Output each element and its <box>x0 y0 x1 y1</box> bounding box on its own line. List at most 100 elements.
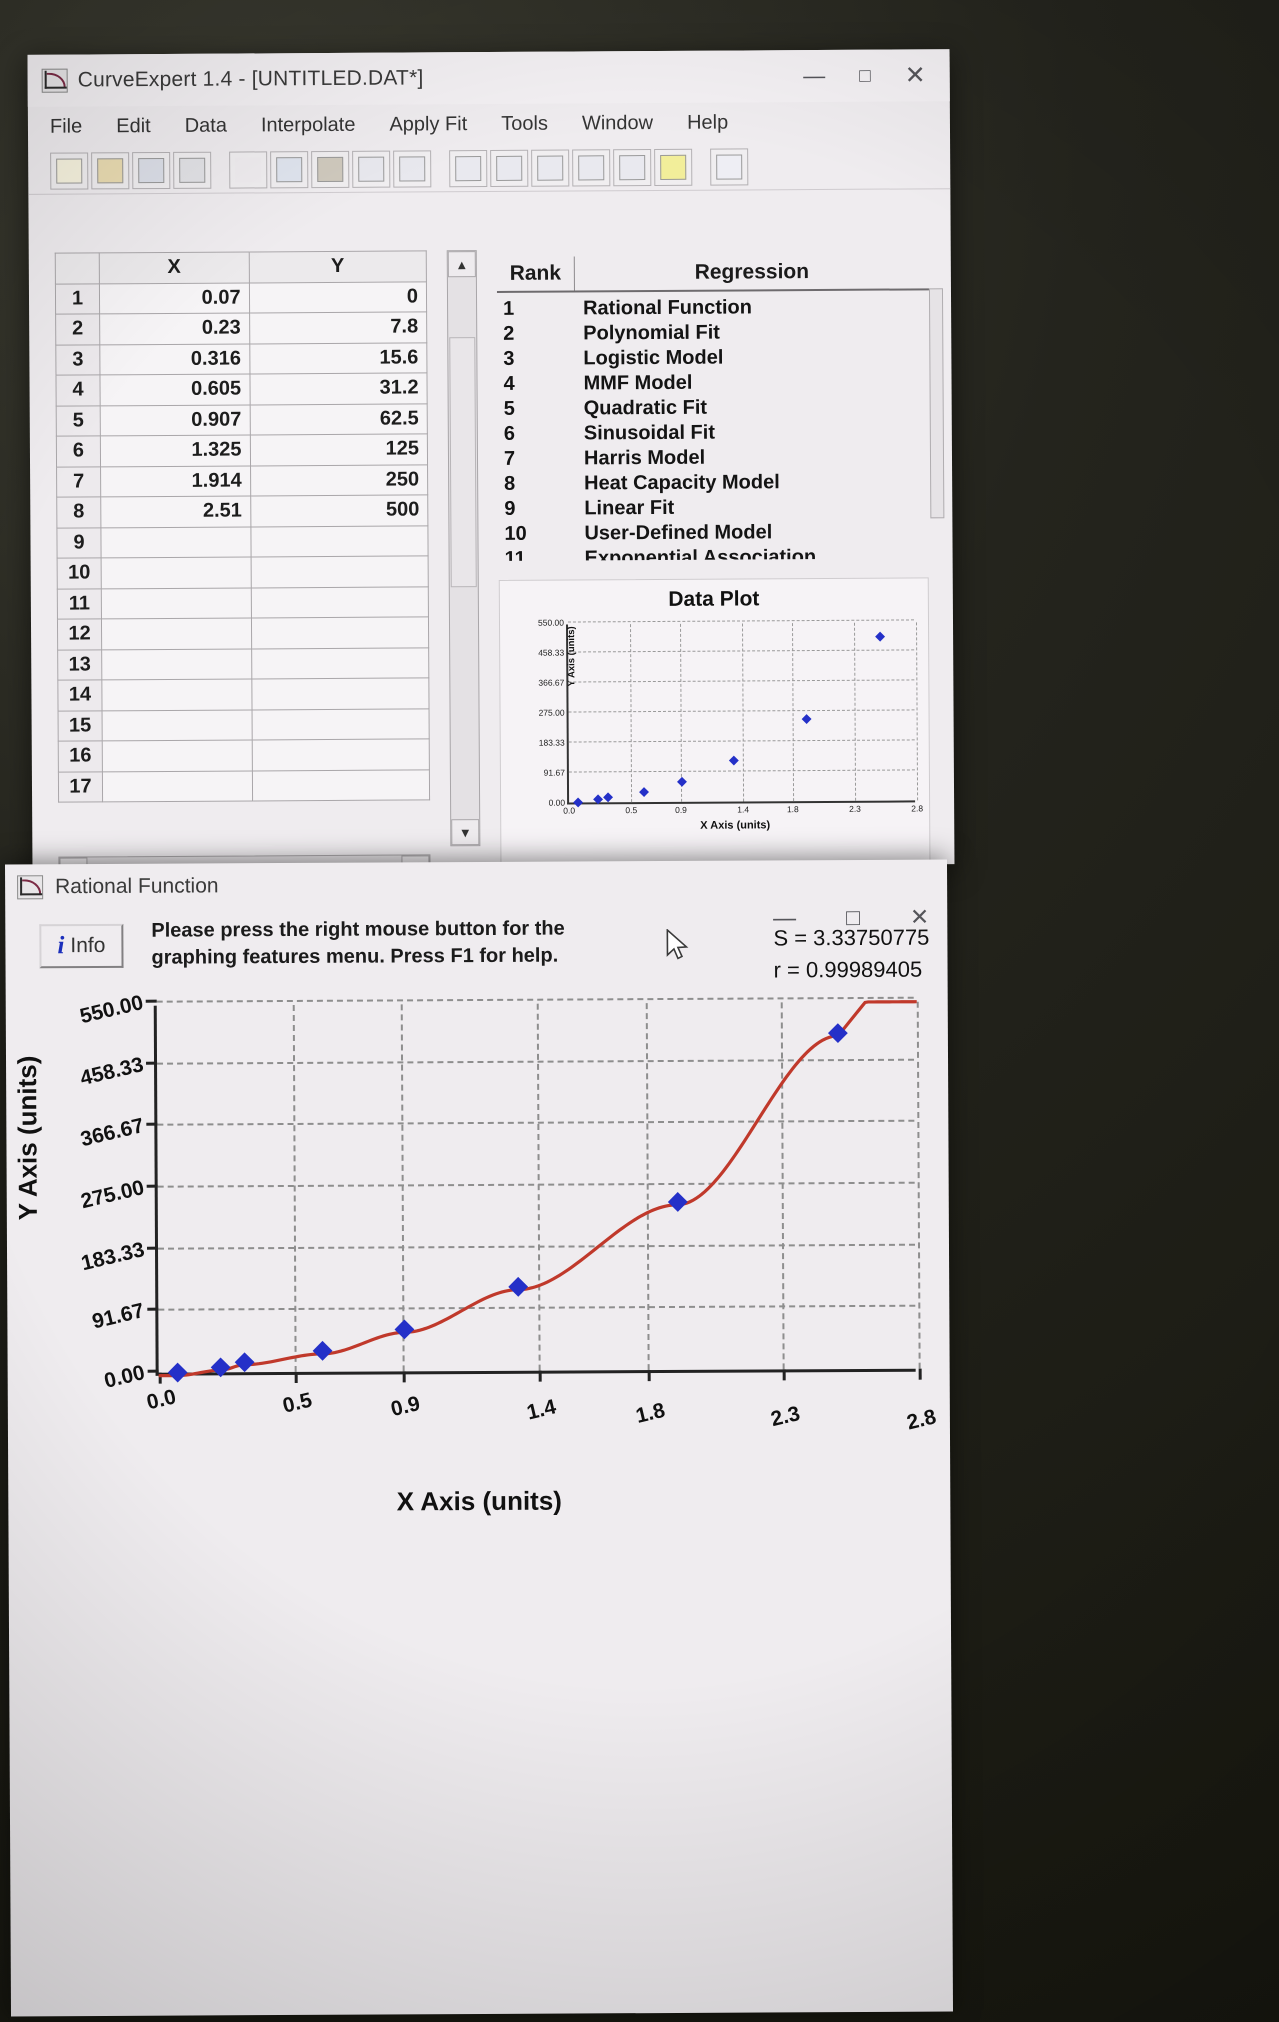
table-row[interactable]: 7 1.914 250 <box>56 464 428 498</box>
rank-list[interactable]: 1 Rational Function 2 Polynomial Fit 3 Logist… <box>497 290 931 561</box>
cell-y[interactable] <box>250 586 429 618</box>
table-row[interactable]: 13 <box>57 647 429 681</box>
cell-y[interactable]: 500 <box>250 494 428 527</box>
cell-y[interactable]: 250 <box>250 464 428 496</box>
table-row[interactable]: 2 0.23 7.8 <box>55 311 427 345</box>
table-row[interactable]: 15 <box>58 708 430 742</box>
cell-x[interactable] <box>101 587 252 619</box>
cell-x[interactable]: 1.325 <box>100 434 251 467</box>
chart-plot-area[interactable]: 0.00 91.67 183.33 275.00 366.67 458.33 550.00 0… <box>77 991 938 1434</box>
rank-list-item[interactable]: 1 Rational Function <box>497 294 929 322</box>
cell-y[interactable]: 0 <box>248 281 427 313</box>
cell-x[interactable] <box>102 770 253 802</box>
menu-item-edit[interactable]: Edit <box>116 114 151 137</box>
rank-list-item[interactable]: 10 User-Defined Model <box>498 519 930 547</box>
close-button[interactable]: ✕ <box>904 60 926 89</box>
cell-x[interactable] <box>101 556 251 589</box>
save-disk-icon[interactable] <box>132 151 171 190</box>
paste-clipboard-icon[interactable] <box>311 150 350 189</box>
menu-item-file[interactable]: File <box>49 114 83 138</box>
rank-list-item[interactable]: 7 Harris Model <box>498 444 930 472</box>
menu-item-help[interactable]: Help <box>687 111 729 134</box>
menu-item-tools[interactable]: Tools <box>501 112 548 135</box>
table-row[interactable]: 1 0.07 0 <box>55 281 427 315</box>
cell-x[interactable] <box>102 739 252 772</box>
cell-x[interactable]: 0.605 <box>99 373 250 406</box>
auto-fit-bolt-icon[interactable] <box>654 148 693 186</box>
scroll-up-icon[interactable]: ▲ <box>447 251 476 278</box>
cell-y[interactable] <box>251 616 429 649</box>
cell-x[interactable]: 1.914 <box>100 465 251 497</box>
menu-item-apply-fit[interactable]: Apply Fit <box>389 112 468 136</box>
table-row[interactable]: 16 <box>58 738 430 772</box>
data-plot-panel[interactable]: Data Plot Y Axis (units) 0.00 91.67 183.33… <box>498 577 931 870</box>
cell-y[interactable]: 7.8 <box>249 311 427 344</box>
open-folder-icon[interactable] <box>91 152 130 190</box>
table-row[interactable]: 17 <box>58 769 430 803</box>
rank-list-item[interactable]: 9 Linear Fit <box>498 494 930 522</box>
cell-y[interactable] <box>251 677 430 710</box>
rank-scrollbar[interactable] <box>928 288 945 519</box>
function-fx-icon[interactable] <box>531 149 570 187</box>
rank-list-item[interactable]: 8 Heat Capacity Model <box>498 469 930 497</box>
scroll-down-icon[interactable]: ▼ <box>451 819 480 846</box>
table-row[interactable]: 8 2.51 500 <box>56 494 428 528</box>
table-row[interactable]: 11 <box>57 586 429 620</box>
cell-y[interactable]: 15.6 <box>249 342 427 374</box>
undo-icon[interactable] <box>352 150 391 188</box>
cell-y[interactable] <box>251 708 430 740</box>
cell-x[interactable]: 0.23 <box>99 312 250 345</box>
redo-icon[interactable] <box>393 150 432 188</box>
table-row[interactable]: 9 <box>56 525 429 559</box>
cell-x[interactable]: 0.07 <box>99 282 250 314</box>
cut-scissors-icon[interactable] <box>229 151 268 189</box>
cell-y[interactable]: 125 <box>249 433 428 466</box>
data-grid-icon[interactable] <box>572 149 611 187</box>
new-document-icon[interactable] <box>50 152 89 190</box>
rank-list-item[interactable]: 11 Exponential Association <box>499 544 931 561</box>
rank-list-item[interactable]: 6 Sinusoidal Fit <box>498 419 930 447</box>
cell-x[interactable] <box>101 617 252 650</box>
cell-y[interactable] <box>250 525 429 557</box>
cell-y[interactable] <box>251 738 430 771</box>
cell-x[interactable] <box>101 709 252 741</box>
column-header-y[interactable]: Y <box>248 250 427 283</box>
cell-y[interactable]: 31.2 <box>249 372 428 405</box>
curve-fit-icon[interactable] <box>490 149 529 187</box>
cell-x[interactable]: 2.51 <box>100 495 251 528</box>
scroll-thumb[interactable] <box>449 337 477 588</box>
table-row[interactable]: 4 0.605 31.2 <box>55 372 428 406</box>
cell-x[interactable] <box>101 648 252 680</box>
print-icon[interactable] <box>173 151 212 189</box>
data-table[interactable]: X Y 1 0.07 0 2 0.23 7.8 3 0.316 15.6 4 0.605 31.2 5 0… <box>54 250 431 803</box>
cell-x[interactable]: 0.907 <box>100 404 250 436</box>
minimize-button[interactable]: — <box>803 62 826 89</box>
rank-list-item[interactable]: 3 Logistic Model <box>497 344 929 372</box>
cell-y[interactable] <box>250 555 429 588</box>
table-row[interactable]: 14 <box>57 677 430 711</box>
help-question-icon[interactable] <box>710 148 749 186</box>
cell-x[interactable] <box>100 526 251 558</box>
table-row[interactable]: 6 1.325 125 <box>56 433 428 467</box>
column-header-x[interactable]: X <box>99 251 249 284</box>
info-button[interactable]: i Info <box>39 923 124 969</box>
grid-vertical-scrollbar[interactable]: ▲ ▼ <box>446 250 481 847</box>
plot-graph-icon[interactable] <box>449 150 488 188</box>
rational-function-chart[interactable]: Y Axis (units) 0.00 91.67 183.33 275.00 366.… <box>6 964 953 2009</box>
menu-item-interpolate[interactable]: Interpolate <box>260 113 356 136</box>
zoom-preview-icon[interactable] <box>613 149 652 187</box>
rank-list-item[interactable]: 2 Polynomial Fit <box>497 319 929 347</box>
rank-list-item[interactable]: 4 MMF Model <box>497 369 929 397</box>
cell-y[interactable] <box>251 769 430 801</box>
cell-x[interactable] <box>101 678 252 711</box>
menu-item-window[interactable]: Window <box>581 111 654 134</box>
maximize-button[interactable]: □ <box>859 65 871 87</box>
table-row[interactable]: 12 <box>57 616 429 650</box>
table-row[interactable]: 5 0.907 62.5 <box>56 403 428 437</box>
cell-x[interactable]: 0.316 <box>99 343 250 375</box>
cell-y[interactable] <box>251 647 429 679</box>
cell-y[interactable]: 62.5 <box>249 403 428 435</box>
menu-item-data[interactable]: Data <box>184 114 227 137</box>
rank-list-item[interactable]: 5 Quadratic Fit <box>498 394 930 422</box>
copy-icon[interactable] <box>270 151 309 189</box>
